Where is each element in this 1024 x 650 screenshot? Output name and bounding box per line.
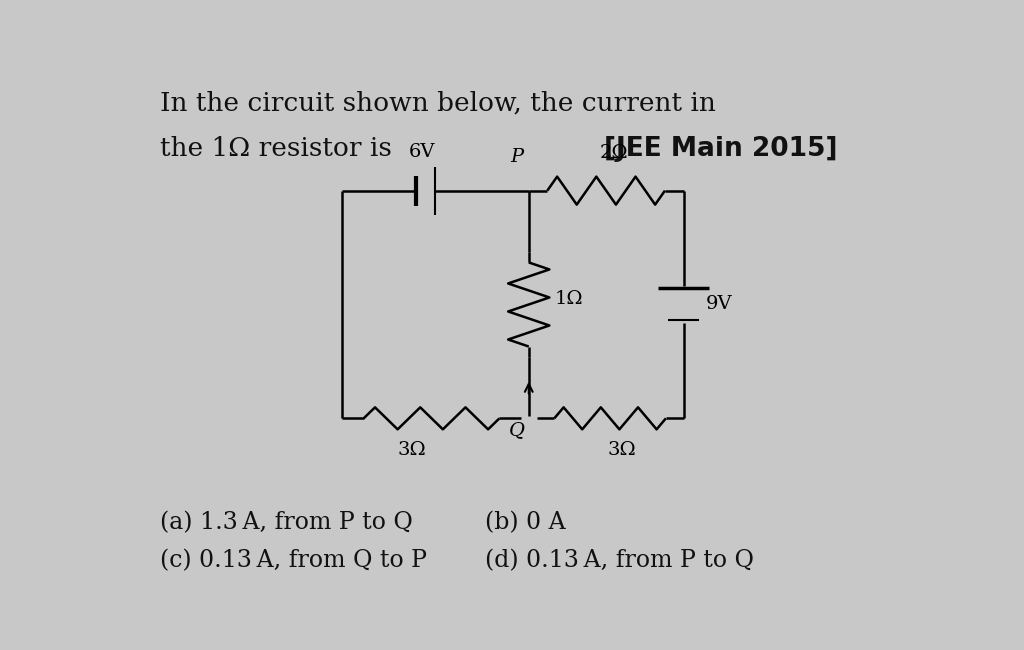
Text: (a) 1.3 A, from P to Q: (a) 1.3 A, from P to Q xyxy=(160,511,413,534)
Text: 2Ω: 2Ω xyxy=(600,144,629,162)
Text: the 1Ω resistor is: the 1Ω resistor is xyxy=(160,136,391,161)
Text: (d) 0.13 A, from P to Q: (d) 0.13 A, from P to Q xyxy=(485,549,754,573)
Text: 3Ω: 3Ω xyxy=(397,441,426,459)
Text: 9V: 9V xyxy=(706,296,732,313)
Text: P: P xyxy=(510,148,523,166)
Text: In the circuit shown below, the current in: In the circuit shown below, the current … xyxy=(160,90,716,116)
Text: [JEE Main 2015]: [JEE Main 2015] xyxy=(604,136,838,162)
Text: Q: Q xyxy=(509,421,525,439)
Text: 3Ω: 3Ω xyxy=(607,441,636,459)
Text: 1Ω: 1Ω xyxy=(554,291,583,309)
Text: 6V: 6V xyxy=(409,142,435,161)
Text: (c) 0.13 A, from Q to P: (c) 0.13 A, from Q to P xyxy=(160,549,427,573)
Text: (b) 0 A: (b) 0 A xyxy=(485,511,565,534)
